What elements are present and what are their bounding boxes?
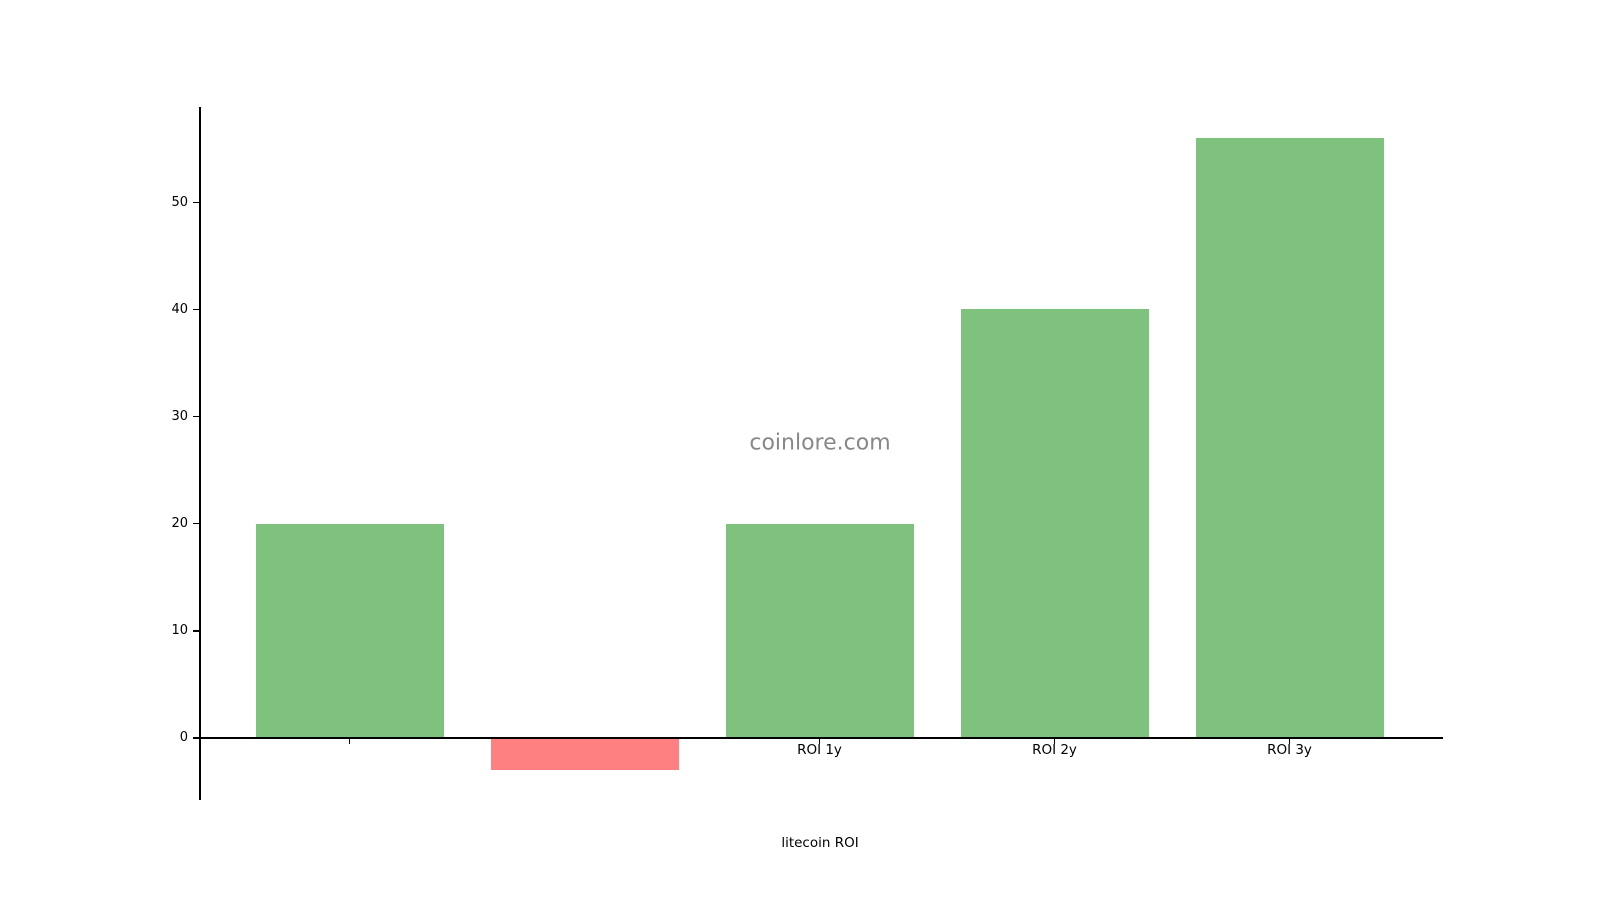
- category-label: ROI 1y: [797, 741, 842, 758]
- y-tick-mark: [193, 201, 199, 204]
- category-label: ROI 2y: [1032, 741, 1077, 758]
- y-axis-spine: [199, 107, 201, 800]
- category-tick-mark: [1288, 737, 1291, 744]
- category-tick-mark: [1053, 737, 1056, 744]
- bar-roi-3y[interactable]: [1195, 138, 1384, 738]
- bar-category-1[interactable]: [255, 523, 444, 738]
- bar-roi-1y[interactable]: [725, 523, 914, 738]
- category-tick-mark: [818, 737, 821, 744]
- bar-roi-2y[interactable]: [960, 309, 1149, 738]
- y-tick-mark: [193, 415, 199, 418]
- y-tick-label: 30: [171, 409, 188, 425]
- y-tick-label: 10: [171, 623, 188, 639]
- y-tick-label: 50: [171, 194, 188, 210]
- watermark: coinlore.com: [749, 430, 891, 456]
- x-axis-spine: [199, 737, 1443, 739]
- x-axis-title: litecoin ROI: [781, 835, 859, 851]
- y-tick-label: 40: [171, 301, 188, 317]
- y-tick-mark: [193, 308, 199, 311]
- y-tick-label: 0: [179, 730, 188, 746]
- bar-category-2[interactable]: [490, 737, 679, 770]
- category-label: ROI 3y: [1267, 741, 1312, 758]
- category-tick-mark: [348, 737, 351, 744]
- y-tick-mark: [193, 630, 199, 632]
- y-tick-label: 20: [171, 516, 188, 532]
- y-tick-mark: [193, 522, 199, 525]
- y-tick-mark: [193, 737, 199, 739]
